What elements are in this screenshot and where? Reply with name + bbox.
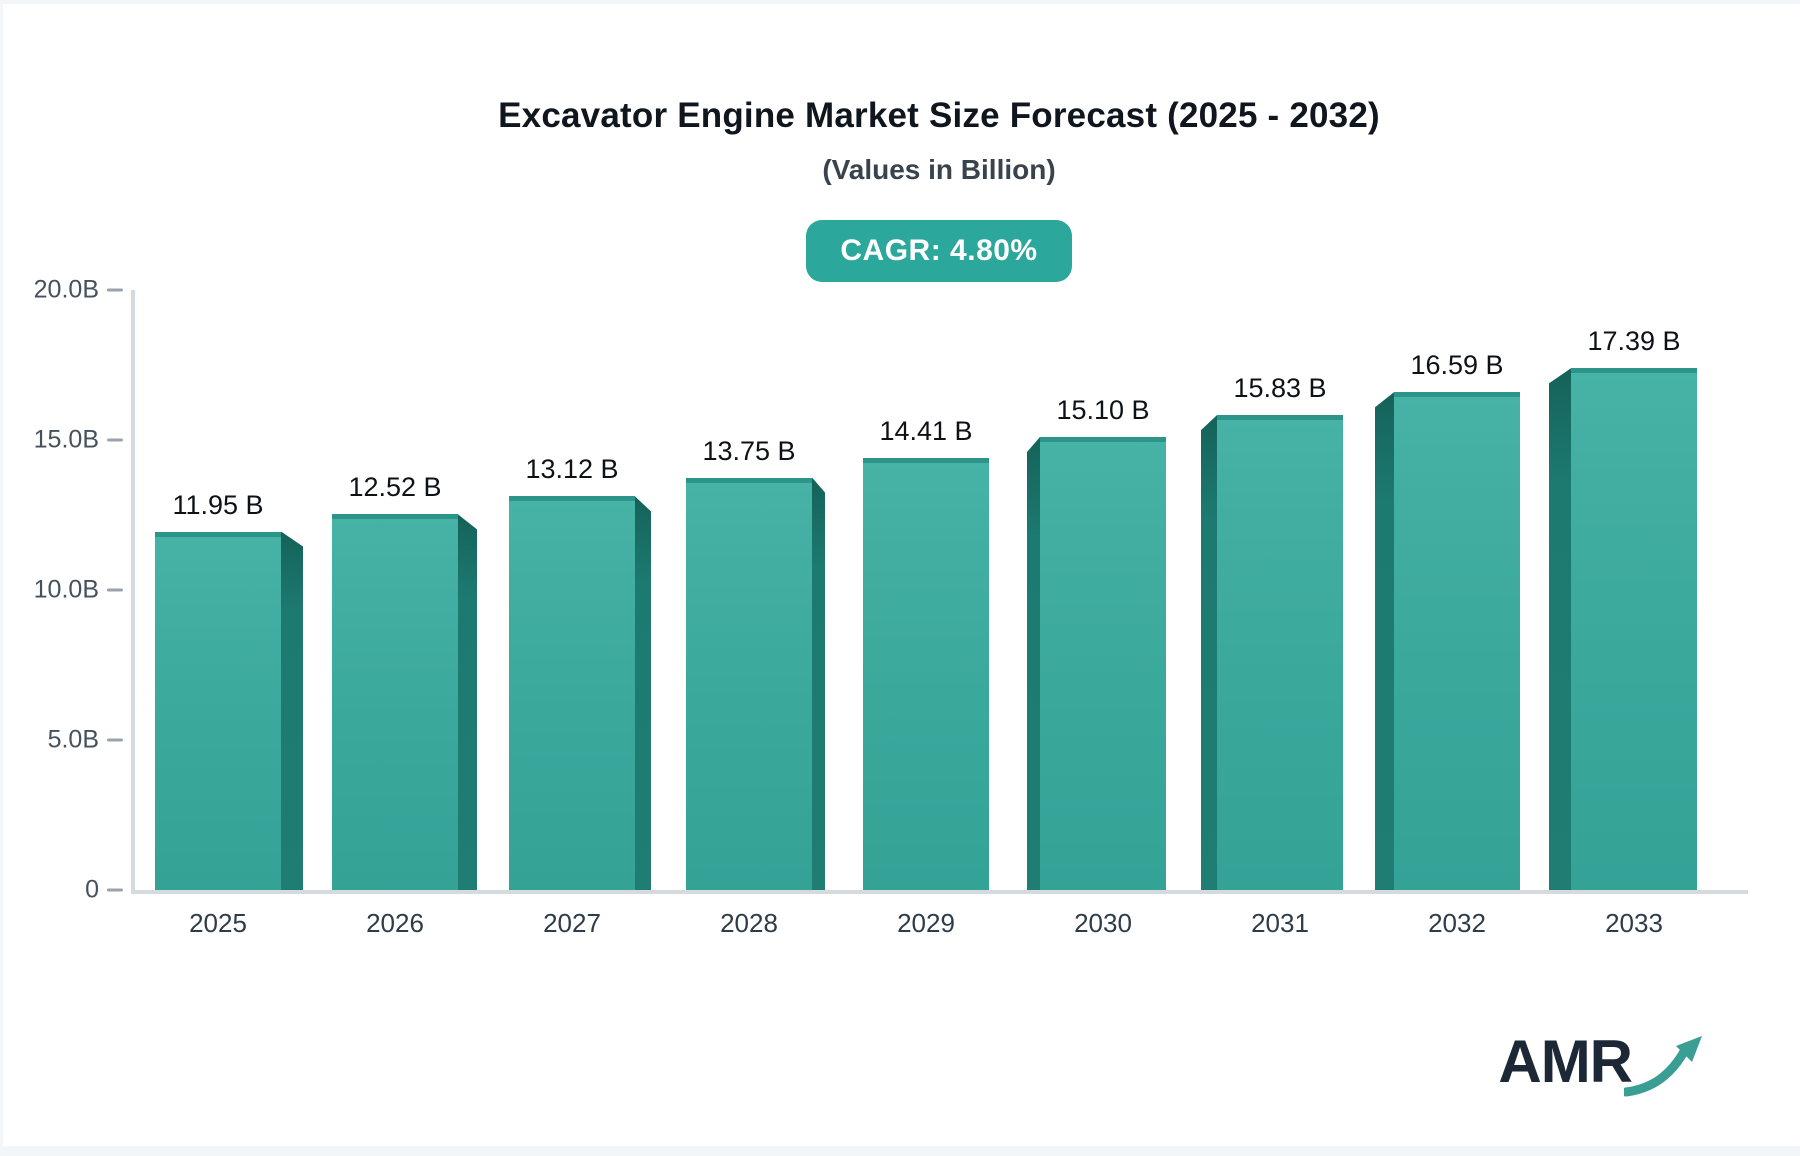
chart-title: Excavator Engine Market Size Forecast (2… xyxy=(498,96,1380,135)
x-axis-label-2025: 2025 xyxy=(189,908,247,938)
y-axis-tick-label: 10.0B xyxy=(33,575,99,604)
bar-value-label-2028: 13.75 B xyxy=(702,435,796,466)
y-axis-tick-label: 20.0B xyxy=(33,275,99,304)
bar-side-2026 xyxy=(458,514,477,890)
bar-value-label-2033: 17.39 B xyxy=(1587,326,1681,357)
cagr-badge: CAGR: 4.80% xyxy=(806,220,1072,282)
bar-side-2028 xyxy=(812,477,825,890)
bar-value-label-2031: 15.83 B xyxy=(1233,373,1327,404)
chart-header: Excavator Engine Market Size Forecast (2… xyxy=(131,4,1747,282)
growth-arrow-icon xyxy=(1624,1036,1702,1097)
bar-2025 xyxy=(155,531,281,890)
amr-logo-text: AMR xyxy=(1498,1028,1633,1095)
bar-value-label-2032: 16.59 B xyxy=(1410,350,1504,381)
x-axis-label-2026: 2026 xyxy=(366,908,424,938)
x-axis-label-2027: 2027 xyxy=(543,908,601,938)
x-axis-label-2029: 2029 xyxy=(897,908,955,938)
bar-2032 xyxy=(1394,392,1520,890)
y-axis-tick-label: 5.0B xyxy=(47,725,99,754)
bar-2029 xyxy=(863,457,989,890)
bar-2031 xyxy=(1217,415,1343,890)
bar-side-2025 xyxy=(281,531,303,890)
x-axis-label-2028: 2028 xyxy=(720,908,778,938)
y-axis-line xyxy=(131,290,135,894)
bar-side-2031 xyxy=(1201,415,1217,890)
bar-2026 xyxy=(332,514,458,890)
x-axis-label-2033: 2033 xyxy=(1605,908,1663,938)
y-axis-tick-mark xyxy=(107,738,123,742)
bar-2030 xyxy=(1040,437,1166,890)
y-axis-tick-mark xyxy=(107,288,123,292)
bar-side-2027 xyxy=(635,496,651,890)
y-axis-tick-mark xyxy=(107,438,123,442)
bar-2033 xyxy=(1571,368,1697,890)
bar-value-label-2027: 13.12 B xyxy=(525,454,619,485)
chart-subtitle: (Values in Billion) xyxy=(822,154,1056,185)
bar-side-2033 xyxy=(1549,368,1571,890)
bar-2028 xyxy=(686,477,812,890)
chart-card: Excavator Engine Market Size Forecast (2… xyxy=(3,4,1800,1146)
y-axis-tick-mark xyxy=(107,888,123,892)
amr-logo: AMR xyxy=(1498,1032,1704,1098)
bar-side-2032 xyxy=(1375,392,1394,890)
x-axis-label-2032: 2032 xyxy=(1428,908,1486,938)
bar-value-label-2025: 11.95 B xyxy=(172,489,264,520)
y-axis-tick-label: 0 xyxy=(85,875,99,904)
bar-chart: 20.0B 15.0B 10.0B 5.0B 0 11.95 B 2025 12.52 B 20… xyxy=(3,4,1800,1146)
bar-2027 xyxy=(509,496,635,890)
x-axis-label-2030: 2030 xyxy=(1074,908,1132,938)
x-axis-label-2031: 2031 xyxy=(1251,908,1309,938)
x-axis-line xyxy=(131,890,1748,894)
bar-value-label-2030: 15.10 B xyxy=(1056,395,1150,425)
bar-value-label-2029: 14.41 B xyxy=(879,415,973,446)
y-axis-tick-mark xyxy=(107,588,123,592)
bar-value-label-2026: 12.52 B xyxy=(348,472,442,503)
y-axis-tick-label: 15.0B xyxy=(33,425,99,454)
bar-side-2030 xyxy=(1027,437,1040,890)
